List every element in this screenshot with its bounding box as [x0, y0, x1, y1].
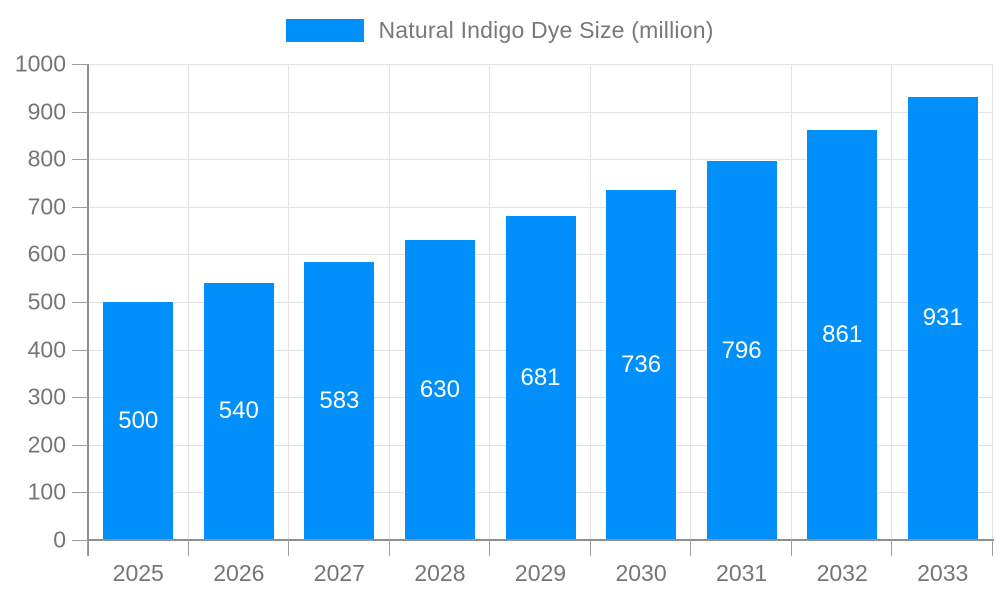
bar-value-label: 583	[319, 387, 360, 415]
gridline-vertical	[589, 64, 591, 540]
y-tick-mark	[72, 397, 88, 399]
gridline-vertical	[690, 64, 692, 540]
x-tick-mark	[891, 540, 893, 556]
legend-item[interactable]: Natural Indigo Dye Size (million)	[0, 17, 1000, 44]
y-tick-label: 600	[27, 240, 66, 267]
x-tick-mark	[790, 540, 792, 556]
y-tick-label: 200	[27, 431, 66, 458]
y-tick-label: 1000	[14, 50, 66, 77]
gridline-horizontal	[88, 206, 993, 208]
x-tick-label: 2033	[917, 560, 969, 586]
bar-value-label: 861	[822, 321, 863, 349]
bar-2025[interactable]: 500	[103, 302, 174, 540]
bar-value-label: 736	[621, 350, 662, 378]
y-tick-label: 800	[27, 145, 66, 172]
bar-value-label: 540	[218, 397, 259, 425]
y-tick-mark	[72, 111, 88, 113]
gridline-vertical	[288, 64, 290, 540]
bar-value-label: 681	[520, 363, 561, 391]
y-axis-line	[87, 64, 89, 556]
gridline-vertical	[992, 64, 993, 540]
y-tick-label: 900	[27, 98, 66, 125]
bar-value-label: 931	[922, 304, 963, 332]
y-tick-mark	[72, 540, 88, 541]
gridline-vertical	[489, 64, 491, 540]
bar-value-label: 796	[721, 336, 762, 364]
gridline-horizontal	[88, 159, 993, 161]
bar-2033[interactable]: 931	[907, 96, 978, 540]
x-tick-label: 2032	[816, 560, 868, 586]
x-tick-mark	[187, 540, 189, 556]
y-tick-label: 500	[27, 288, 66, 315]
y-tick-mark	[72, 206, 88, 208]
y-tick-mark	[72, 159, 88, 161]
bar-value-label: 500	[118, 407, 159, 434]
x-tick-mark	[589, 540, 591, 556]
x-tick-label: 2028	[414, 560, 466, 586]
gridline-horizontal	[88, 111, 993, 113]
x-tick-mark	[388, 540, 390, 556]
bar-value-label: 630	[419, 376, 460, 404]
bar-2029[interactable]: 681	[505, 215, 576, 540]
plot-area: 500 540 583 630 681 736 796 861 931	[88, 64, 993, 540]
x-tick-label: 2025	[112, 560, 164, 586]
x-tick-mark	[690, 540, 692, 556]
bar-2030[interactable]: 736	[606, 189, 677, 540]
gridline-vertical	[891, 64, 893, 540]
y-tick-mark	[72, 302, 88, 303]
bar-2031[interactable]: 796	[706, 161, 777, 540]
bar-2032[interactable]: 861	[807, 130, 878, 540]
x-tick-label: 2027	[313, 560, 365, 586]
legend-swatch	[286, 19, 365, 42]
x-tick-label: 2030	[615, 560, 667, 586]
y-tick-label: 400	[27, 336, 66, 363]
x-tick-label: 2026	[213, 560, 265, 586]
bar-2028[interactable]: 630	[404, 240, 475, 540]
y-tick-mark	[72, 492, 88, 494]
y-tick-mark	[72, 64, 88, 65]
y-tick-label: 700	[27, 193, 66, 220]
x-tick-mark	[489, 540, 491, 556]
y-tick-label: 300	[27, 383, 66, 410]
x-tick-label: 2031	[716, 560, 768, 586]
gridline-vertical	[187, 64, 189, 540]
gridline-horizontal	[88, 64, 993, 65]
gridline-vertical	[388, 64, 390, 540]
legend-label: Natural Indigo Dye Size (million)	[378, 17, 714, 43]
y-tick-mark	[72, 444, 88, 446]
y-tick-label: 100	[27, 478, 66, 505]
y-tick-mark	[72, 254, 88, 256]
x-tick-mark	[288, 540, 290, 556]
y-tick-mark	[72, 349, 88, 351]
x-tick-mark	[992, 540, 993, 556]
x-tick-mark	[87, 540, 88, 556]
gridline-vertical	[790, 64, 792, 540]
bar-2027[interactable]: 583	[304, 262, 375, 540]
y-tick-label: 0	[53, 526, 66, 553]
x-axis-line	[87, 539, 994, 541]
x-tick-label: 2029	[514, 560, 567, 586]
bar-2026[interactable]: 540	[203, 282, 274, 540]
